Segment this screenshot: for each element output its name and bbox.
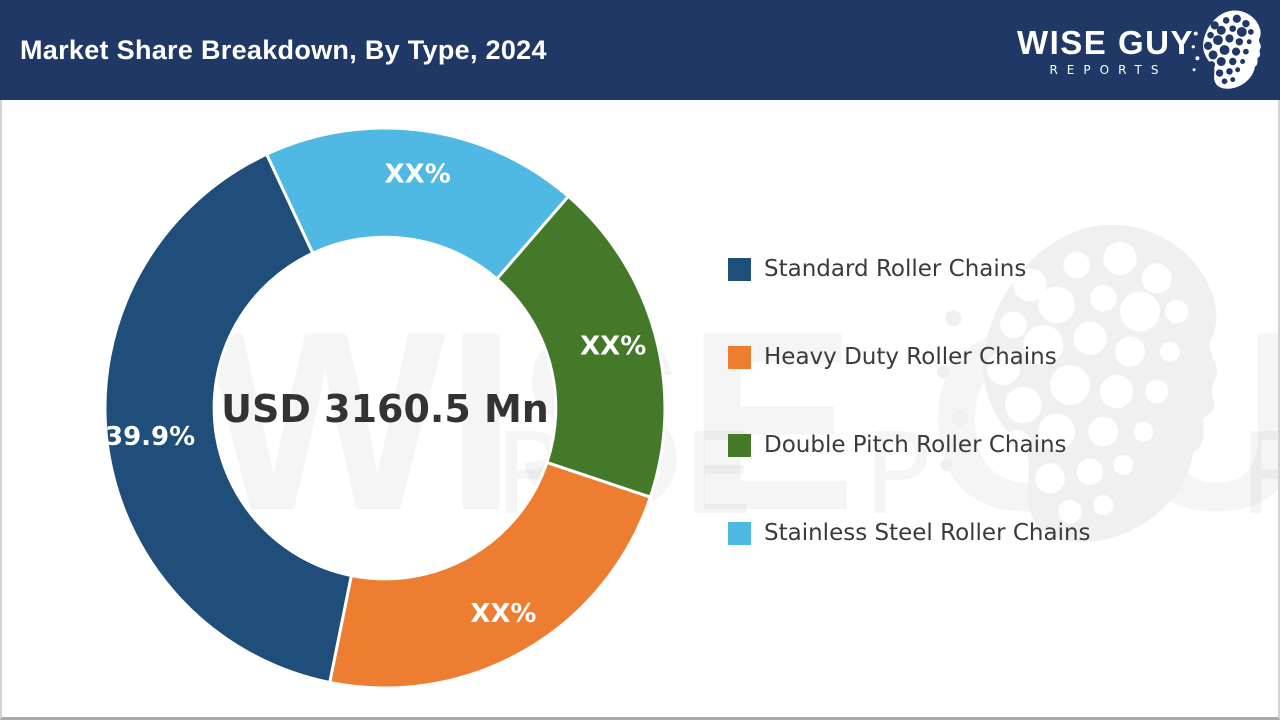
- donut-segment-0: [103, 152, 353, 684]
- segment-value-label-2: XX%: [580, 332, 646, 362]
- brand-logo-text: WISE GUY REPORTS: [1017, 24, 1194, 77]
- legend-item-heavy-duty-roller-chains: Heavy Duty Roller Chains: [728, 344, 1091, 370]
- legend-swatch-icon: [728, 257, 751, 281]
- chart-legend: Standard Roller Chains Heavy Duty Roller…: [728, 256, 1091, 546]
- legend-item-standard-roller-chains: Standard Roller Chains: [728, 256, 1091, 282]
- legend-label: Standard Roller Chains: [764, 256, 1027, 282]
- segment-value-label-3: XX%: [385, 160, 451, 190]
- legend-swatch-icon: [728, 345, 751, 369]
- legend-item-double-pitch-roller-chains: Double Pitch Roller Chains: [728, 432, 1091, 458]
- legend-swatch-icon: [728, 433, 751, 457]
- brand-subtitle: REPORTS: [1049, 62, 1168, 77]
- legend-label: Stainless Steel Roller Chains: [764, 520, 1091, 546]
- chart-area: WISE GUY REPORTS 39.9%XX%XX%XX% USD 3160…: [0, 100, 1280, 720]
- donut-segment-1: [328, 460, 652, 690]
- segment-value-label-1: XX%: [470, 599, 536, 629]
- donut-segment-2: [495, 194, 667, 499]
- header-bar: Market Share Breakdown, By Type, 2024 WI…: [0, 0, 1280, 100]
- dotted-head-logo-icon: [1191, 10, 1261, 89]
- brand-logo: WISE GUY REPORTS: [1017, 7, 1264, 93]
- legend-item-stainless-steel-roller-chains: Stainless Steel Roller Chains: [728, 520, 1091, 546]
- page-title: Market Share Breakdown, By Type, 2024: [20, 34, 547, 65]
- donut-segment-3: [265, 126, 570, 281]
- legend-swatch-icon: [728, 521, 751, 545]
- brand-name: WISE GUY: [1016, 23, 1194, 61]
- donut-chart: 39.9% XX% XX% XX%: [103, 126, 667, 690]
- legend-label: Double Pitch Roller Chains: [764, 432, 1067, 458]
- segment-value-label-0: 39.9%: [105, 422, 195, 452]
- donut-center-value: USD 3160.5 Mn: [221, 387, 549, 431]
- legend-label: Heavy Duty Roller Chains: [764, 344, 1057, 370]
